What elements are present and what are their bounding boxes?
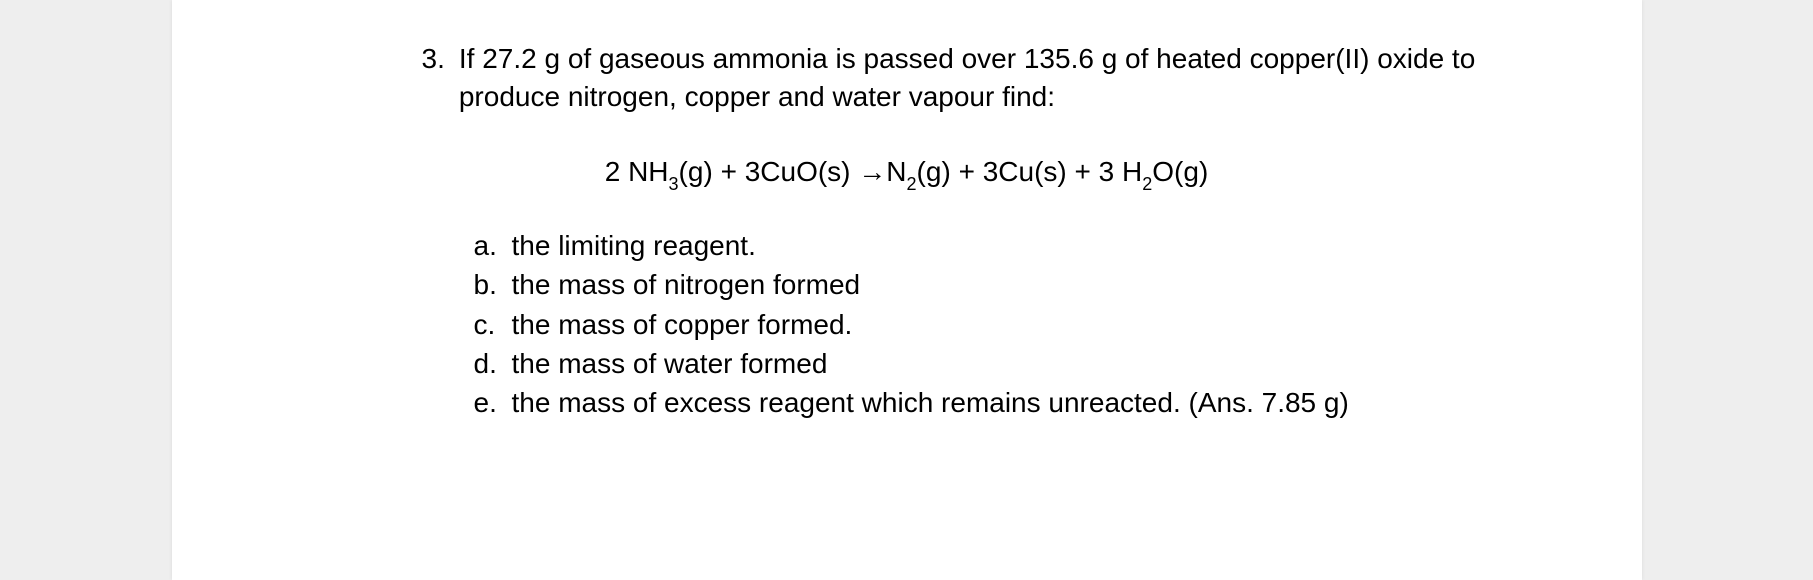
list-item: a. the limiting reagent. [474,226,1522,265]
eq-species-nh: NH [628,156,668,187]
eq-state-nh3: (g) [679,156,713,187]
chemical-equation: 2 NH3(g) + 3CuO(s) →N2(g) + 3Cu(s) + 3 H… [605,156,1209,193]
question-prompt-block: 3. If 27.2 g of gaseous ammonia is passe… [422,40,1522,116]
eq-sub-nh3: 3 [669,174,679,194]
eq-species-h: H [1122,156,1142,187]
question-line-1: If 27.2 g of gaseous ammonia is passed o… [459,43,1475,74]
question-text: If 27.2 g of gaseous ammonia is passed o… [459,40,1475,116]
eq-coeff-h2o: 3 [1099,156,1115,187]
eq-plus-1: + [721,156,737,187]
eq-species-cu: Cu [998,156,1034,187]
list-item: e. the mass of excess reagent which rema… [474,383,1522,422]
eq-state-n2: (g) [917,156,951,187]
part-text-b: the mass of nitrogen formed [512,265,861,304]
question-parts-list: a. the limiting reagent. b. the mass of … [474,226,1522,422]
question-number: 3. [422,40,445,116]
eq-state-h2o: (g) [1174,156,1208,187]
eq-species-cuo: CuO [760,156,818,187]
eq-state-cu: (s) [1034,156,1067,187]
part-letter-d: d. [474,344,502,383]
part-text-d: the mass of water formed [512,344,828,383]
question-line-2: produce nitrogen, copper and water vapou… [459,81,1055,112]
eq-state-cuo: (s) [818,156,851,187]
eq-species-o: O [1152,156,1174,187]
list-item: c. the mass of copper formed. [474,305,1522,344]
eq-plus-3: + [1075,156,1091,187]
eq-coeff-cu: 3 [983,156,999,187]
eq-coeff-nh3: 2 [605,156,621,187]
part-text-c: the mass of copper formed. [512,305,853,344]
eq-arrow: → [858,156,886,187]
document-page: 3. If 27.2 g of gaseous ammonia is passe… [172,0,1642,580]
equation-container: 2 NH3(g) + 3CuO(s) →N2(g) + 3Cu(s) + 3 H… [292,156,1522,193]
part-letter-a: a. [474,226,502,265]
part-text-a: the limiting reagent. [512,226,756,265]
part-letter-b: b. [474,265,502,304]
part-letter-e: e. [474,383,502,422]
part-text-e: the mass of excess reagent which remains… [512,383,1349,422]
list-item: d. the mass of water formed [474,344,1522,383]
list-item: b. the mass of nitrogen formed [474,265,1522,304]
eq-sub-h2o: 2 [1142,174,1152,194]
eq-sub-n2: 2 [907,174,917,194]
part-letter-c: c. [474,305,502,344]
eq-coeff-cuo: 3 [745,156,761,187]
eq-plus-2: + [959,156,975,187]
eq-species-n: N [886,156,906,187]
